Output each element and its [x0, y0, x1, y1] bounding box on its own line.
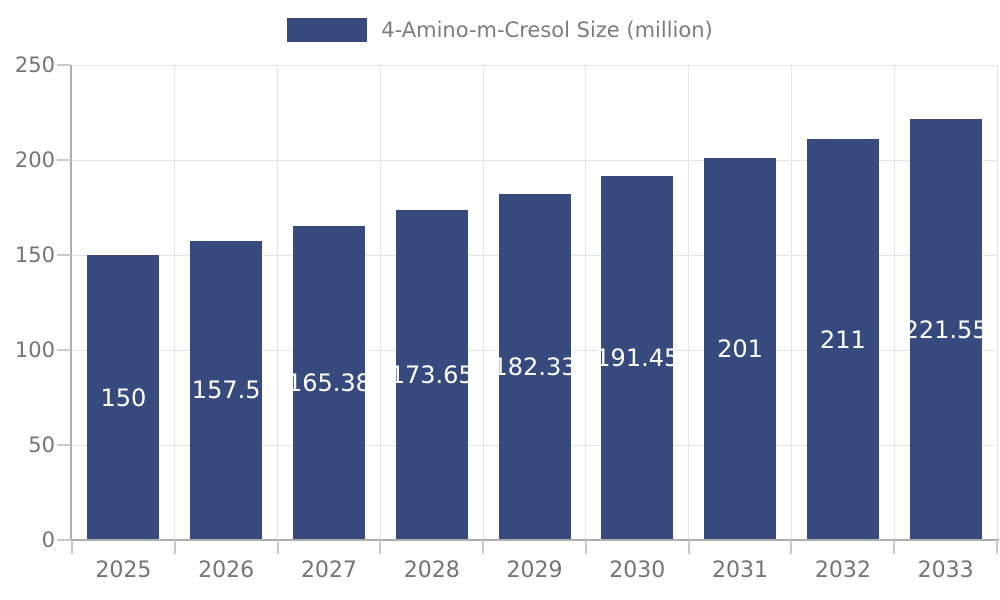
y-axis-tick-label: 200 [14, 148, 55, 172]
y-axis-tick-mark [57, 159, 71, 161]
gridline-vertical [482, 65, 484, 540]
x-axis-tick-label: 2026 [198, 558, 255, 583]
x-axis-tick-mark [893, 540, 896, 554]
x-axis-tick-label: 2029 [506, 558, 563, 583]
bar: 173.65 [390, 210, 474, 540]
bar: 182.33 [493, 193, 576, 540]
x-axis-tick-label: 2025 [95, 558, 152, 583]
y-axis-tick-label: 100 [14, 338, 55, 362]
bar-value-label: 150 [100, 383, 147, 412]
x-axis-tick-label: 2028 [403, 558, 460, 583]
bar: 191.45 [595, 176, 679, 540]
x-axis-tick-mark [790, 540, 793, 554]
bar: 150 [87, 255, 160, 540]
x-axis-tick-mark [687, 540, 690, 554]
legend-label: 4-Amino-m-Cresol Size (million) [381, 18, 713, 42]
bar-value-label: 173.65 [389, 361, 474, 390]
gridline-vertical [379, 65, 381, 540]
bar: 165.38 [287, 225, 371, 540]
bar-value-label: 221.55 [903, 315, 988, 344]
y-axis-tick-mark [57, 64, 71, 66]
bar: 221.55 [904, 119, 988, 540]
gridline-vertical [790, 65, 792, 540]
plot-area: 150 157.5 165.38 173.65 182.33 191.45 201 211 22… [72, 64, 998, 540]
legend-swatch [287, 18, 368, 42]
x-axis-tick-mark [482, 540, 485, 554]
bar: 211 [806, 139, 879, 540]
legend-item-series[interactable]: 4-Amino-m-Cresol Size (million) [287, 18, 713, 42]
y-axis-tick-label: 150 [14, 243, 55, 267]
x-axis-tick-label: 2031 [712, 558, 769, 583]
x-axis-tick-mark [71, 540, 73, 554]
x-axis-tick-mark [276, 540, 279, 554]
x-axis-tick-mark [173, 540, 176, 554]
x-axis-tick-label: 2030 [609, 558, 666, 583]
y-axis-tick-label: 0 [41, 528, 55, 552]
bar-value-label: 157.5 [191, 376, 261, 405]
bar-value-label: 201 [717, 335, 763, 364]
y-axis-tick-mark [57, 444, 71, 446]
y-axis-tick-label: 250 [14, 53, 55, 77]
gridline-vertical [688, 65, 690, 540]
gridline-horizontal [72, 159, 997, 161]
bar: 201 [704, 158, 777, 540]
y-axis-tick-mark [57, 349, 71, 351]
x-axis-line [70, 539, 999, 541]
x-axis-tick-mark [996, 540, 998, 554]
gridline-vertical [585, 65, 587, 540]
x-axis-tick-mark [379, 540, 382, 554]
x-axis-tick-mark [584, 540, 587, 554]
x-axis-tick-label: 2027 [300, 558, 357, 583]
bar-value-label: 182.33 [492, 352, 577, 381]
gridline-horizontal [72, 64, 997, 66]
gridline-vertical [893, 65, 895, 540]
x-axis-tick-label: 2033 [917, 558, 974, 583]
y-axis-tick-mark [57, 539, 71, 541]
y-axis-tick-label: 50 [28, 433, 55, 457]
bar: 157.5 [190, 240, 263, 540]
gridline-vertical [174, 65, 176, 540]
gridline-vertical [996, 65, 998, 540]
y-axis-line [70, 65, 72, 540]
y-axis-tick-mark [57, 254, 71, 256]
bar-value-label: 191.45 [595, 344, 680, 373]
bar-value-label: 165.38 [286, 368, 371, 397]
x-axis-tick-label: 2032 [814, 558, 871, 583]
legend: 4-Amino-m-Cresol Size (million) [0, 18, 1000, 42]
gridline-vertical [277, 65, 279, 540]
bar-value-label: 211 [819, 325, 866, 354]
